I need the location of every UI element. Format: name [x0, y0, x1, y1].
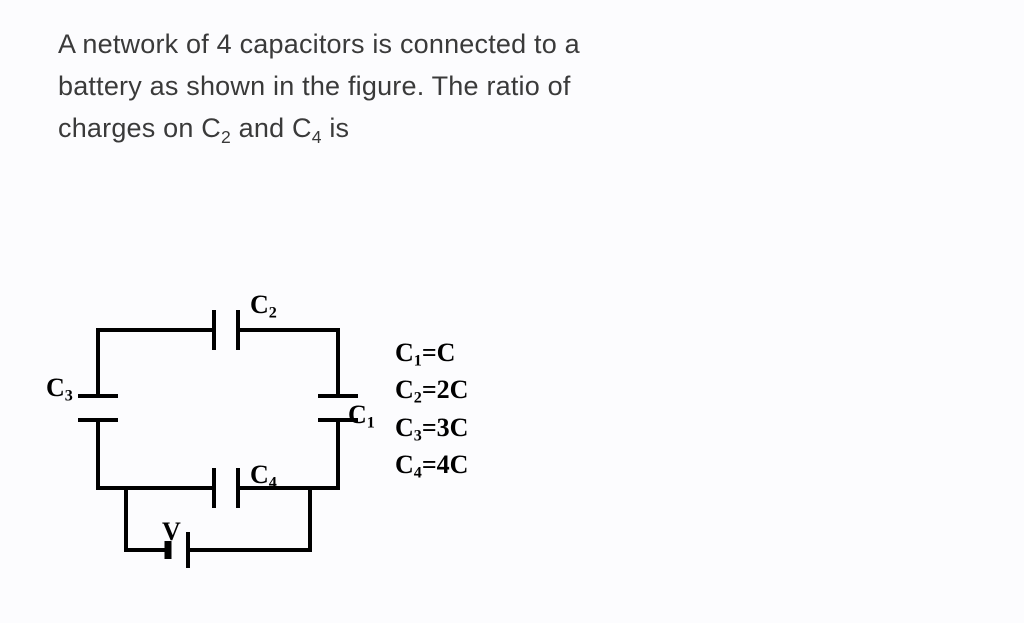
label-c2: C2 — [250, 290, 277, 323]
label-v: V — [162, 517, 181, 547]
label-c4: C4 — [250, 460, 277, 493]
label-c3: C3 — [46, 373, 73, 406]
question-text: A network of 4 capacitors is connected t… — [58, 24, 778, 151]
q-line3-sub2: 4 — [312, 127, 322, 147]
q-line2: battery as shown in the figure. The rati… — [58, 71, 571, 101]
q-line3-mid: and C — [231, 113, 312, 143]
value-row-c1: C1=C — [395, 335, 468, 372]
q-line3-post: is — [322, 113, 350, 143]
q-line1: A network of 4 capacitors is connected t… — [58, 29, 580, 59]
value-row-c3: C3=3C — [395, 410, 468, 447]
circuit-figure: C1 C2 C3 C4 V — [38, 280, 598, 600]
capacitor-values: C1=C C2=2C C3=3C C4=4C — [395, 335, 468, 484]
q-line3-sub1: 2 — [221, 127, 231, 147]
q-line3-pre: charges on C — [58, 113, 221, 143]
value-row-c4: C4=4C — [395, 447, 468, 484]
value-row-c2: C2=2C — [395, 372, 468, 409]
circuit-svg — [38, 280, 398, 580]
label-c1: C1 — [348, 400, 375, 433]
